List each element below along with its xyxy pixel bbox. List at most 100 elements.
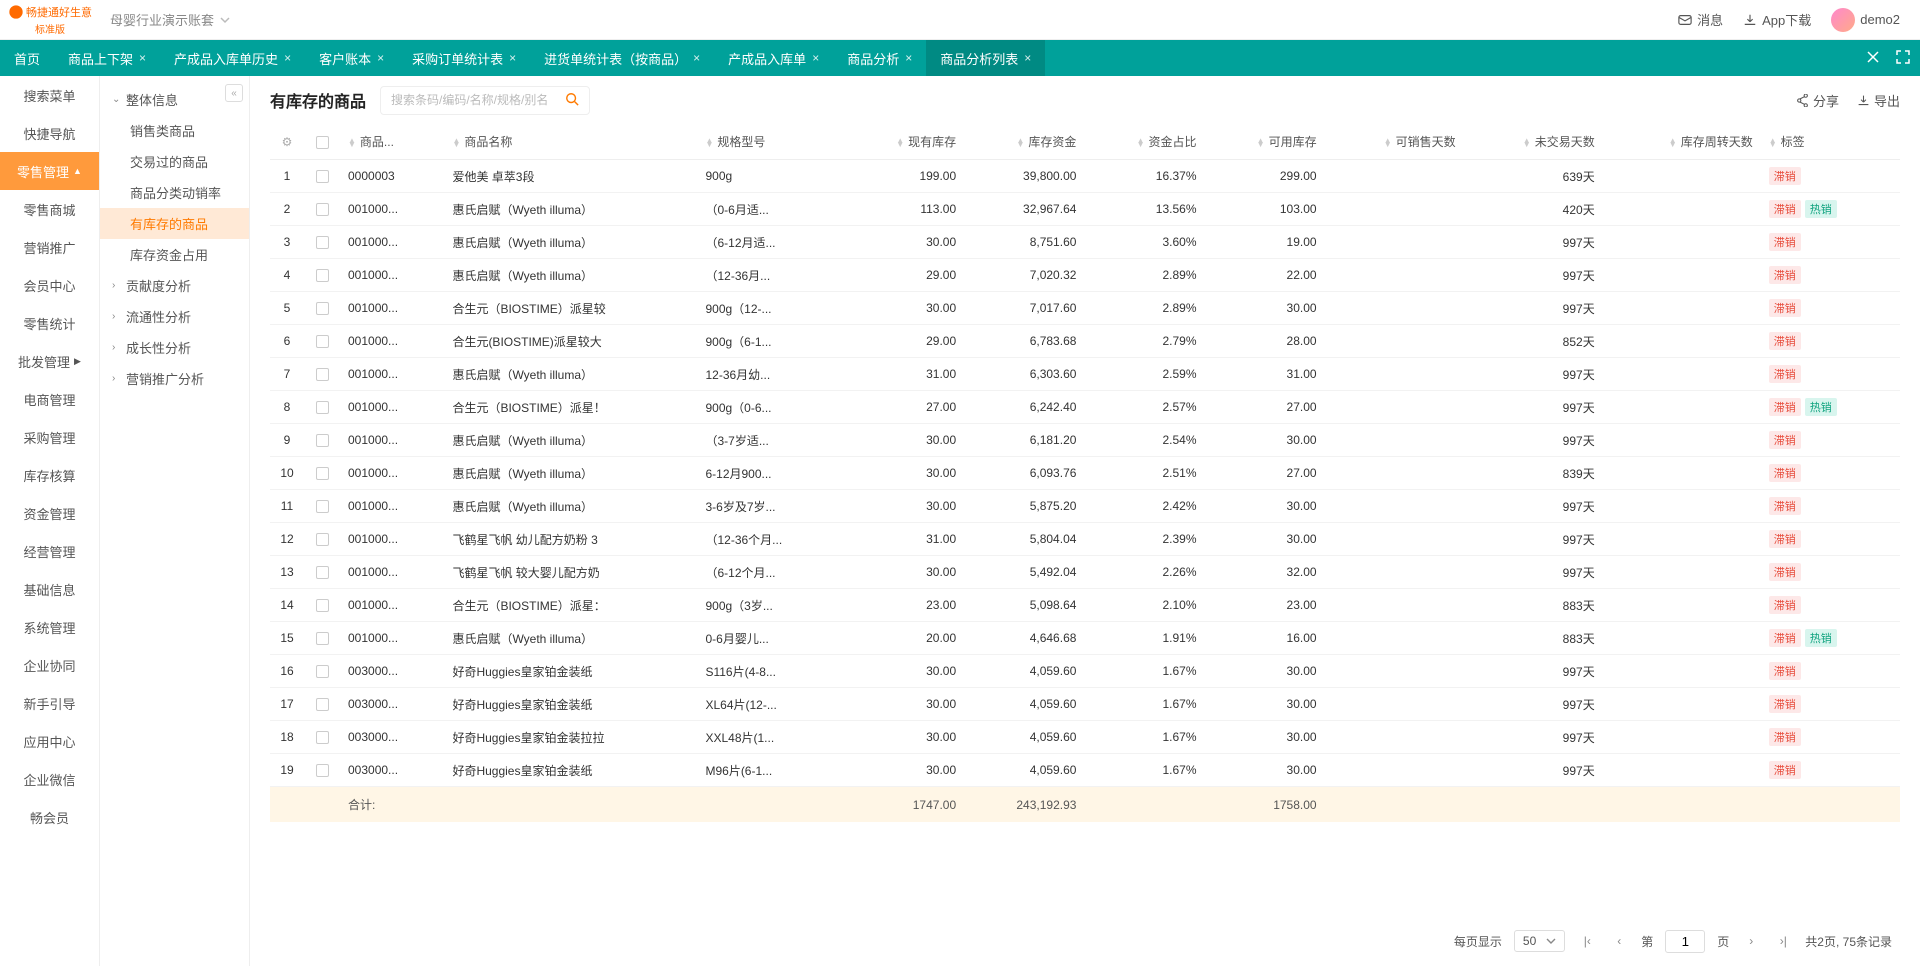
- sort-icon[interactable]: ▲▼: [705, 139, 713, 147]
- table-row[interactable]: 12001000...飞鹤星飞帆 幼儿配方奶粉 3（12-36个月...31.0…: [270, 523, 1900, 556]
- page-size-select[interactable]: 50: [1514, 930, 1565, 952]
- row-checkbox[interactable]: [316, 236, 329, 249]
- close-icon[interactable]: ×: [377, 51, 384, 65]
- table-row[interactable]: 14001000...合生元（BIOSTIME）派星：900g（3岁...23.…: [270, 589, 1900, 622]
- search-icon[interactable]: [565, 92, 579, 109]
- subnav-group-营销推广分析[interactable]: ›营销推广分析: [100, 363, 249, 394]
- table-row[interactable]: 6001000...合生元(BIOSTIME)派星较大900g（6-1...29…: [270, 325, 1900, 358]
- column-header-fund[interactable]: ▲▼库存资金: [964, 124, 1084, 160]
- table-row[interactable]: 18003000...好奇Huggies皇家铂金装拉拉XXL48片(1...30…: [270, 721, 1900, 754]
- close-icon[interactable]: ×: [693, 51, 700, 65]
- sort-icon[interactable]: ▲▼: [1137, 139, 1145, 147]
- sort-icon[interactable]: ▲▼: [1769, 139, 1777, 147]
- sort-icon[interactable]: ▲▼: [1257, 139, 1265, 147]
- sidebar-item-快捷导航[interactable]: 快捷导航: [0, 114, 99, 152]
- close-icon[interactable]: ×: [509, 51, 516, 65]
- subnav-item-商品分类动销率[interactable]: 商品分类动销率: [100, 177, 249, 208]
- sort-icon[interactable]: ▲▼: [348, 139, 356, 147]
- tab-首页[interactable]: 首页: [0, 40, 54, 76]
- sort-icon[interactable]: ▲▼: [1384, 139, 1392, 147]
- row-checkbox[interactable]: [316, 203, 329, 216]
- gear-icon[interactable]: ⚙: [282, 135, 293, 149]
- close-icon[interactable]: ×: [284, 51, 291, 65]
- table-row[interactable]: 7001000...惠氏启赋（Wyeth illuma）12-36月幼...31…: [270, 358, 1900, 391]
- tab-商品上下架[interactable]: 商品上下架×: [54, 40, 160, 76]
- sidebar-item-营销推广[interactable]: 营销推广: [0, 228, 99, 266]
- column-header-pct[interactable]: ▲▼资金占比: [1084, 124, 1204, 160]
- sort-icon[interactable]: ▲▼: [896, 139, 904, 147]
- table-row[interactable]: 17003000...好奇Huggies皇家铂金装纸XL64片(12-...30…: [270, 688, 1900, 721]
- search-box[interactable]: [380, 86, 590, 115]
- subnav-group-成长性分析[interactable]: ›成长性分析: [100, 332, 249, 363]
- sidebar-item-搜索菜单[interactable]: 搜索菜单: [0, 76, 99, 114]
- column-header-name[interactable]: ▲▼商品名称: [444, 124, 697, 160]
- table-row[interactable]: 15001000...惠氏启赋（Wyeth illuma）0-6月婴儿...20…: [270, 622, 1900, 655]
- subnav-group-贡献度分析[interactable]: ›贡献度分析: [100, 270, 249, 301]
- row-checkbox[interactable]: [316, 434, 329, 447]
- sort-icon[interactable]: ▲▼: [1669, 139, 1677, 147]
- row-checkbox[interactable]: [316, 731, 329, 744]
- table-row[interactable]: 11001000...惠氏启赋（Wyeth illuma）3-6岁及7岁...3…: [270, 490, 1900, 523]
- sidebar-item-零售统计[interactable]: 零售统计: [0, 304, 99, 342]
- table-row[interactable]: 13001000...飞鹤星飞帆 较大婴儿配方奶（6-12个月...30.005…: [270, 556, 1900, 589]
- close-icon[interactable]: ×: [812, 51, 819, 65]
- column-header-no_tx_days[interactable]: ▲▼未交易天数: [1464, 124, 1603, 160]
- table-row[interactable]: 2001000...惠氏启赋（Wyeth illuma）（0-6月适...113…: [270, 193, 1900, 226]
- column-header-sell_days[interactable]: ▲▼可销售天数: [1325, 124, 1464, 160]
- tab-采购订单统计表[interactable]: 采购订单统计表×: [398, 40, 530, 76]
- row-checkbox[interactable]: [316, 599, 329, 612]
- column-header-chk[interactable]: [304, 124, 340, 160]
- row-checkbox[interactable]: [316, 698, 329, 711]
- sort-icon[interactable]: ▲▼: [1016, 139, 1024, 147]
- fullscreen-button[interactable]: [1892, 46, 1914, 71]
- tab-商品分析列表[interactable]: 商品分析列表×: [926, 40, 1045, 76]
- table-row[interactable]: 3001000...惠氏启赋（Wyeth illuma）（6-12月适...30…: [270, 226, 1900, 259]
- close-all-tabs-button[interactable]: [1862, 46, 1884, 71]
- app-download-button[interactable]: App下载: [1743, 10, 1811, 29]
- row-checkbox[interactable]: [316, 401, 329, 414]
- sidebar-item-系统管理[interactable]: 系统管理: [0, 608, 99, 646]
- select-all-checkbox[interactable]: [316, 136, 329, 149]
- table-row[interactable]: 4001000...惠氏启赋（Wyeth illuma）（12-36月...29…: [270, 259, 1900, 292]
- column-header-tags[interactable]: ▲▼标签: [1761, 124, 1900, 160]
- sort-icon[interactable]: ▲▼: [1523, 139, 1531, 147]
- sidebar-item-会员中心[interactable]: 会员中心: [0, 266, 99, 304]
- export-button[interactable]: 导出: [1857, 91, 1900, 110]
- sidebar-item-应用中心[interactable]: 应用中心: [0, 722, 99, 760]
- row-checkbox[interactable]: [316, 335, 329, 348]
- row-checkbox[interactable]: [316, 467, 329, 480]
- row-checkbox[interactable]: [316, 170, 329, 183]
- sidebar-item-企业微信[interactable]: 企业微信: [0, 760, 99, 798]
- row-checkbox[interactable]: [316, 566, 329, 579]
- row-checkbox[interactable]: [316, 533, 329, 546]
- page-number-input[interactable]: [1665, 930, 1705, 953]
- table-row[interactable]: 8001000...合生元（BIOSTIME）派星！900g（0-6...27.…: [270, 391, 1900, 424]
- sidebar-item-电商管理[interactable]: 电商管理: [0, 380, 99, 418]
- table-row[interactable]: 5001000...合生元（BIOSTIME）派星较900g（12-...30.…: [270, 292, 1900, 325]
- last-page-button[interactable]: ›|: [1773, 931, 1793, 951]
- tab-产成品入库单历史[interactable]: 产成品入库单历史×: [160, 40, 305, 76]
- sidebar-item-库存核算[interactable]: 库存核算: [0, 456, 99, 494]
- sidebar-item-新手引导[interactable]: 新手引导: [0, 684, 99, 722]
- tab-进货单统计表（按商品）[interactable]: 进货单统计表（按商品）×: [530, 40, 714, 76]
- subnav-item-库存资金占用[interactable]: 库存资金占用: [100, 239, 249, 270]
- sidebar-item-畅会员[interactable]: 畅会员: [0, 798, 99, 836]
- sidebar-item-经营管理[interactable]: 经营管理: [0, 532, 99, 570]
- prev-page-button[interactable]: ‹: [1609, 931, 1629, 951]
- column-header-code[interactable]: ▲▼商品...: [340, 124, 444, 160]
- tab-产成品入库单[interactable]: 产成品入库单×: [714, 40, 833, 76]
- close-icon[interactable]: ×: [139, 51, 146, 65]
- table-row[interactable]: 10000003爱他美 卓萃3段900g199.0039,800.0016.37…: [270, 160, 1900, 193]
- close-icon[interactable]: ×: [1024, 51, 1031, 65]
- row-checkbox[interactable]: [316, 632, 329, 645]
- subnav-group-流通性分析[interactable]: ›流通性分析: [100, 301, 249, 332]
- subnav-item-销售类商品[interactable]: 销售类商品: [100, 115, 249, 146]
- column-header-spec[interactable]: ▲▼规格型号: [697, 124, 844, 160]
- subnav-item-有库存的商品[interactable]: 有库存的商品: [100, 208, 249, 239]
- sidebar-item-资金管理[interactable]: 资金管理: [0, 494, 99, 532]
- collapse-subnav-button[interactable]: «: [225, 84, 243, 102]
- row-checkbox[interactable]: [316, 269, 329, 282]
- row-checkbox[interactable]: [316, 764, 329, 777]
- tenant-selector[interactable]: 母婴行业演示账套: [110, 10, 230, 29]
- messages-button[interactable]: 消息: [1678, 10, 1723, 29]
